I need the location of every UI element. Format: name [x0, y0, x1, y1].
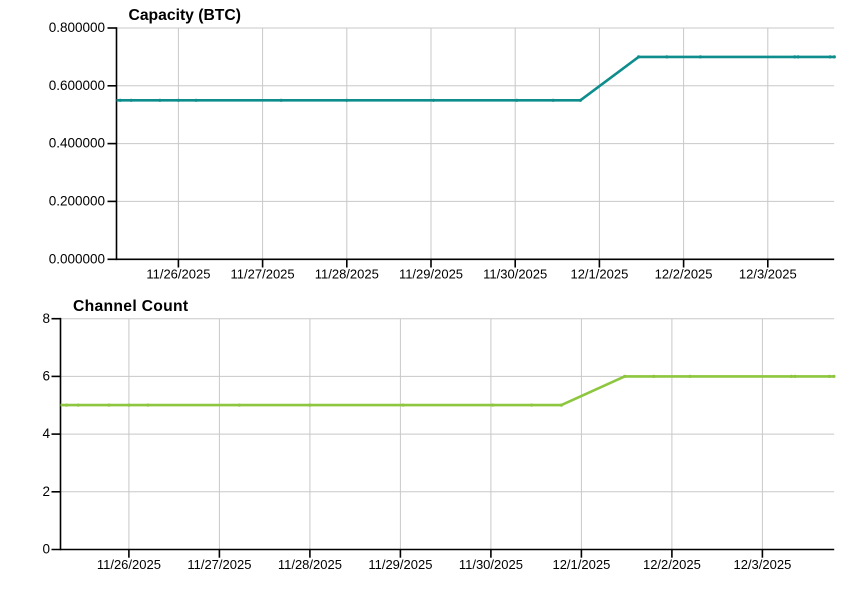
svg-text:Channel Count: Channel Count: [73, 298, 189, 315]
svg-text:8: 8: [42, 311, 50, 326]
svg-text:11/26/2025: 11/26/2025: [146, 267, 210, 282]
svg-text:11/30/2025: 11/30/2025: [483, 267, 547, 282]
svg-text:11/27/2025: 11/27/2025: [231, 267, 295, 282]
svg-text:11/28/2025: 11/28/2025: [315, 267, 379, 282]
svg-text:0.000000: 0.000000: [49, 251, 105, 266]
svg-text:2: 2: [42, 484, 50, 499]
svg-text:0.800000: 0.800000: [49, 20, 105, 35]
svg-text:0: 0: [42, 542, 50, 557]
svg-text:12/1/2025: 12/1/2025: [552, 557, 610, 572]
svg-text:0.200000: 0.200000: [49, 194, 105, 209]
svg-text:11/28/2025: 11/28/2025: [278, 557, 342, 572]
svg-text:Capacity (BTC): Capacity (BTC): [129, 7, 241, 24]
svg-text:11/29/2025: 11/29/2025: [368, 557, 432, 572]
svg-text:6: 6: [42, 369, 50, 384]
svg-text:12/3/2025: 12/3/2025: [733, 557, 791, 572]
svg-text:12/3/2025: 12/3/2025: [739, 267, 797, 282]
svg-text:12/2/2025: 12/2/2025: [655, 267, 713, 282]
svg-text:12/1/2025: 12/1/2025: [570, 267, 628, 282]
svg-text:0.600000: 0.600000: [49, 78, 105, 93]
svg-text:0.400000: 0.400000: [49, 136, 105, 151]
svg-text:11/29/2025: 11/29/2025: [399, 267, 463, 282]
svg-text:4: 4: [42, 426, 50, 441]
svg-text:11/30/2025: 11/30/2025: [459, 557, 523, 572]
svg-text:11/27/2025: 11/27/2025: [187, 557, 251, 572]
svg-text:11/26/2025: 11/26/2025: [97, 557, 161, 572]
svg-text:12/2/2025: 12/2/2025: [643, 557, 701, 572]
